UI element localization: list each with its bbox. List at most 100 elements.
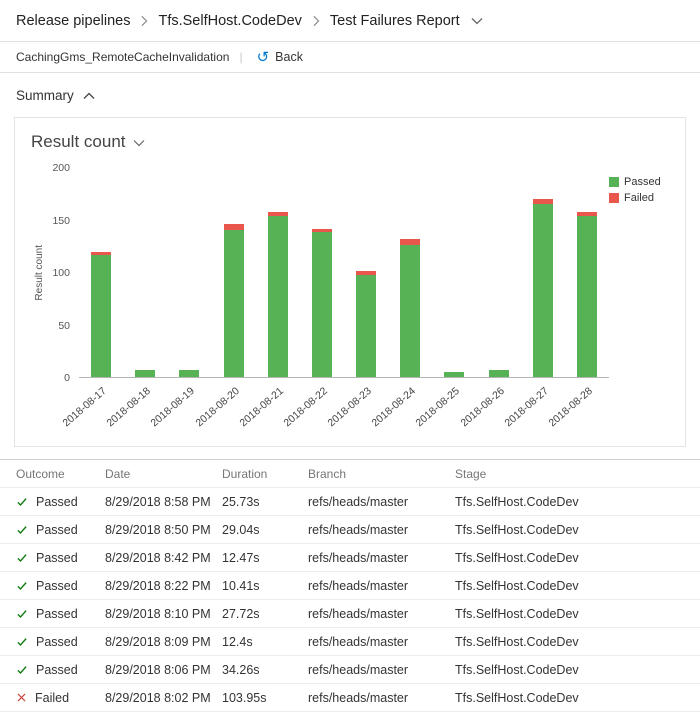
chart-title: Result count: [31, 132, 126, 151]
bar-slot: [212, 223, 256, 377]
legend-label: Failed: [624, 192, 654, 204]
bar-2018-08-18[interactable]: [135, 369, 156, 377]
bar-segment-passed: [532, 203, 553, 377]
bar-segment-passed: [135, 369, 156, 377]
bar-segment-passed: [488, 369, 509, 377]
back-label: Back: [275, 50, 303, 64]
passed-check-icon: [16, 608, 28, 620]
stage-cell: Tfs.SelfHost.CodeDev: [455, 522, 579, 537]
bar-2018-08-17[interactable]: [91, 252, 112, 377]
table-row[interactable]: Passed 8/29/2018 8:06 PM 34.26s refs/heads/…: [0, 656, 700, 684]
chevron-up-icon: [83, 88, 95, 103]
table-row[interactable]: Passed 8/29/2018 8:09 PM 12.4s refs/heads/m…: [0, 628, 700, 656]
chart-metric-dropdown[interactable]: Result count: [31, 132, 145, 152]
stage-cell: Tfs.SelfHost.CodeDev: [455, 690, 579, 705]
outcome-cell: Passed: [16, 635, 105, 649]
bar-slot: [432, 371, 476, 377]
branch-cell: refs/heads/master: [308, 522, 409, 537]
outcome-cell: Passed: [16, 663, 105, 677]
bar-2018-08-24[interactable]: [400, 239, 421, 377]
bar-segment-passed: [179, 369, 200, 377]
bar-segment-passed: [356, 275, 377, 377]
plot-area: [79, 168, 609, 378]
date-cell: 8/29/2018 8:09 PM: [105, 634, 211, 649]
chart-card: Result count Result count 0 50 100 150 200 2…: [14, 117, 686, 447]
table-row[interactable]: Passed 8/29/2018 8:50 PM 29.04s refs/heads/…: [0, 516, 700, 544]
summary-section-toggle[interactable]: Summary: [0, 73, 700, 117]
bar-segment-failed: [311, 228, 332, 233]
bar-segment-failed: [532, 198, 553, 204]
undo-back-icon: ↺: [256, 48, 270, 66]
breadcrumb: Release pipelines Tfs.SelfHost.CodeDev T…: [0, 0, 700, 42]
bar-2018-08-27[interactable]: [532, 198, 553, 377]
table-row[interactable]: Passed 8/29/2018 8:10 PM 27.72s refs/heads/…: [0, 600, 700, 628]
stage-cell: Tfs.SelfHost.CodeDev: [455, 494, 579, 509]
bar-segment-failed: [91, 252, 112, 256]
date-cell: 8/29/2018 8:58 PM: [105, 494, 211, 509]
table-row[interactable]: Failed 8/29/2018 8:02 PM 103.95s refs/heads…: [0, 684, 700, 712]
branch-cell: refs/heads/master: [308, 550, 409, 565]
bar-segment-failed: [223, 223, 244, 230]
breadcrumb-separator-icon: [311, 15, 321, 27]
bar-slot: [79, 252, 123, 377]
date-cell: 8/29/2018 8:22 PM: [105, 578, 211, 593]
y-axis: 0 50 100 150 200: [47, 163, 79, 383]
bar-slot: [565, 212, 609, 377]
outcome-label: Passed: [36, 550, 78, 565]
breadcrumb-item-release-pipelines[interactable]: Release pipelines: [16, 12, 131, 29]
bar-segment-passed: [400, 244, 421, 377]
y-tick-label: 100: [52, 267, 70, 279]
column-header-stage: Stage: [455, 466, 487, 481]
outcome-cell: Passed: [16, 523, 105, 537]
bar-2018-08-26[interactable]: [488, 369, 509, 377]
stage-cell: Tfs.SelfHost.CodeDev: [455, 578, 579, 593]
bar-segment-passed: [267, 216, 288, 377]
bar-2018-08-25[interactable]: [444, 371, 465, 377]
breadcrumb-item-current: Test Failures Report: [329, 12, 460, 29]
table-row[interactable]: Passed 8/29/2018 8:42 PM 12.47s refs/heads/…: [0, 544, 700, 572]
date-cell: 8/29/2018 8:02 PM: [105, 690, 211, 705]
run-toolbar: CachingGms_RemoteCacheInvalidation | ↺ B…: [0, 42, 700, 73]
stage-cell: Tfs.SelfHost.CodeDev: [455, 550, 579, 565]
breadcrumb-item-pipeline[interactable]: Tfs.SelfHost.CodeDev: [158, 12, 302, 29]
date-cell: 8/29/2018 8:42 PM: [105, 550, 211, 565]
table-row[interactable]: Passed 8/29/2018 8:22 PM 10.41s refs/heads/…: [0, 572, 700, 600]
outcome-label: Passed: [36, 494, 78, 509]
bar-2018-08-23[interactable]: [356, 270, 377, 377]
duration-cell: 103.95s: [222, 690, 267, 705]
bar-segment-passed: [444, 371, 465, 377]
outcome-label: Passed: [36, 578, 78, 593]
legend-label: Passed: [624, 176, 661, 188]
outcome-cell: Passed: [16, 495, 105, 509]
passed-check-icon: [16, 636, 28, 648]
bar-slot: [123, 369, 167, 377]
separator: |: [239, 50, 243, 64]
passed-check-icon: [16, 664, 28, 676]
passed-check-icon: [16, 496, 28, 508]
bar-2018-08-28[interactable]: [576, 212, 597, 377]
bar-2018-08-19[interactable]: [179, 369, 200, 377]
bar-slot: [388, 239, 432, 377]
outcome-cell: Failed: [16, 691, 105, 705]
bar-segment-passed: [311, 232, 332, 377]
chevron-down-icon: [133, 132, 145, 152]
duration-cell: 29.04s: [222, 522, 260, 537]
branch-cell: refs/heads/master: [308, 690, 409, 705]
back-button[interactable]: ↺ Back: [253, 48, 307, 67]
bar-slot: [521, 198, 565, 377]
table-header-row: Outcome Date Duration Branch Stage: [0, 460, 700, 488]
bar-2018-08-20[interactable]: [223, 223, 244, 377]
branch-cell: refs/heads/master: [308, 662, 409, 677]
bar-segment-failed: [356, 270, 377, 276]
passed-check-icon: [16, 580, 28, 592]
bar-slot: [344, 270, 388, 377]
legend-item-failed: Failed: [609, 192, 669, 204]
duration-cell: 27.72s: [222, 606, 260, 621]
chevron-down-icon[interactable]: [471, 17, 483, 25]
bar-2018-08-21[interactable]: [267, 212, 288, 377]
duration-cell: 12.47s: [222, 550, 260, 565]
bar-segment-failed: [576, 212, 597, 217]
bar-2018-08-22[interactable]: [311, 228, 332, 377]
table-row[interactable]: Passed 8/29/2018 8:58 PM 25.73s refs/heads/…: [0, 488, 700, 516]
outcome-label: Passed: [36, 634, 78, 649]
